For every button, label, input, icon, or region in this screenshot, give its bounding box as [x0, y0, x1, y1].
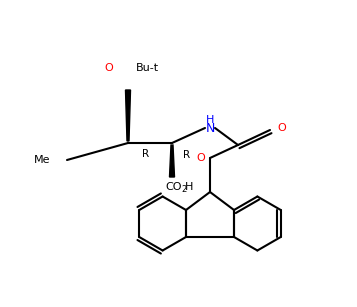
Polygon shape — [170, 145, 175, 177]
Text: Me: Me — [34, 155, 50, 165]
Text: CO: CO — [165, 182, 181, 192]
Text: O: O — [104, 63, 113, 73]
Text: H: H — [185, 182, 193, 192]
Text: R: R — [183, 150, 191, 160]
Polygon shape — [126, 90, 131, 141]
Text: R: R — [142, 149, 150, 159]
Text: 2: 2 — [181, 185, 186, 195]
Text: H: H — [206, 115, 214, 125]
Text: N: N — [205, 122, 215, 134]
Text: O: O — [196, 153, 205, 163]
Text: O: O — [277, 123, 286, 133]
Text: Bu-t: Bu-t — [136, 63, 159, 73]
